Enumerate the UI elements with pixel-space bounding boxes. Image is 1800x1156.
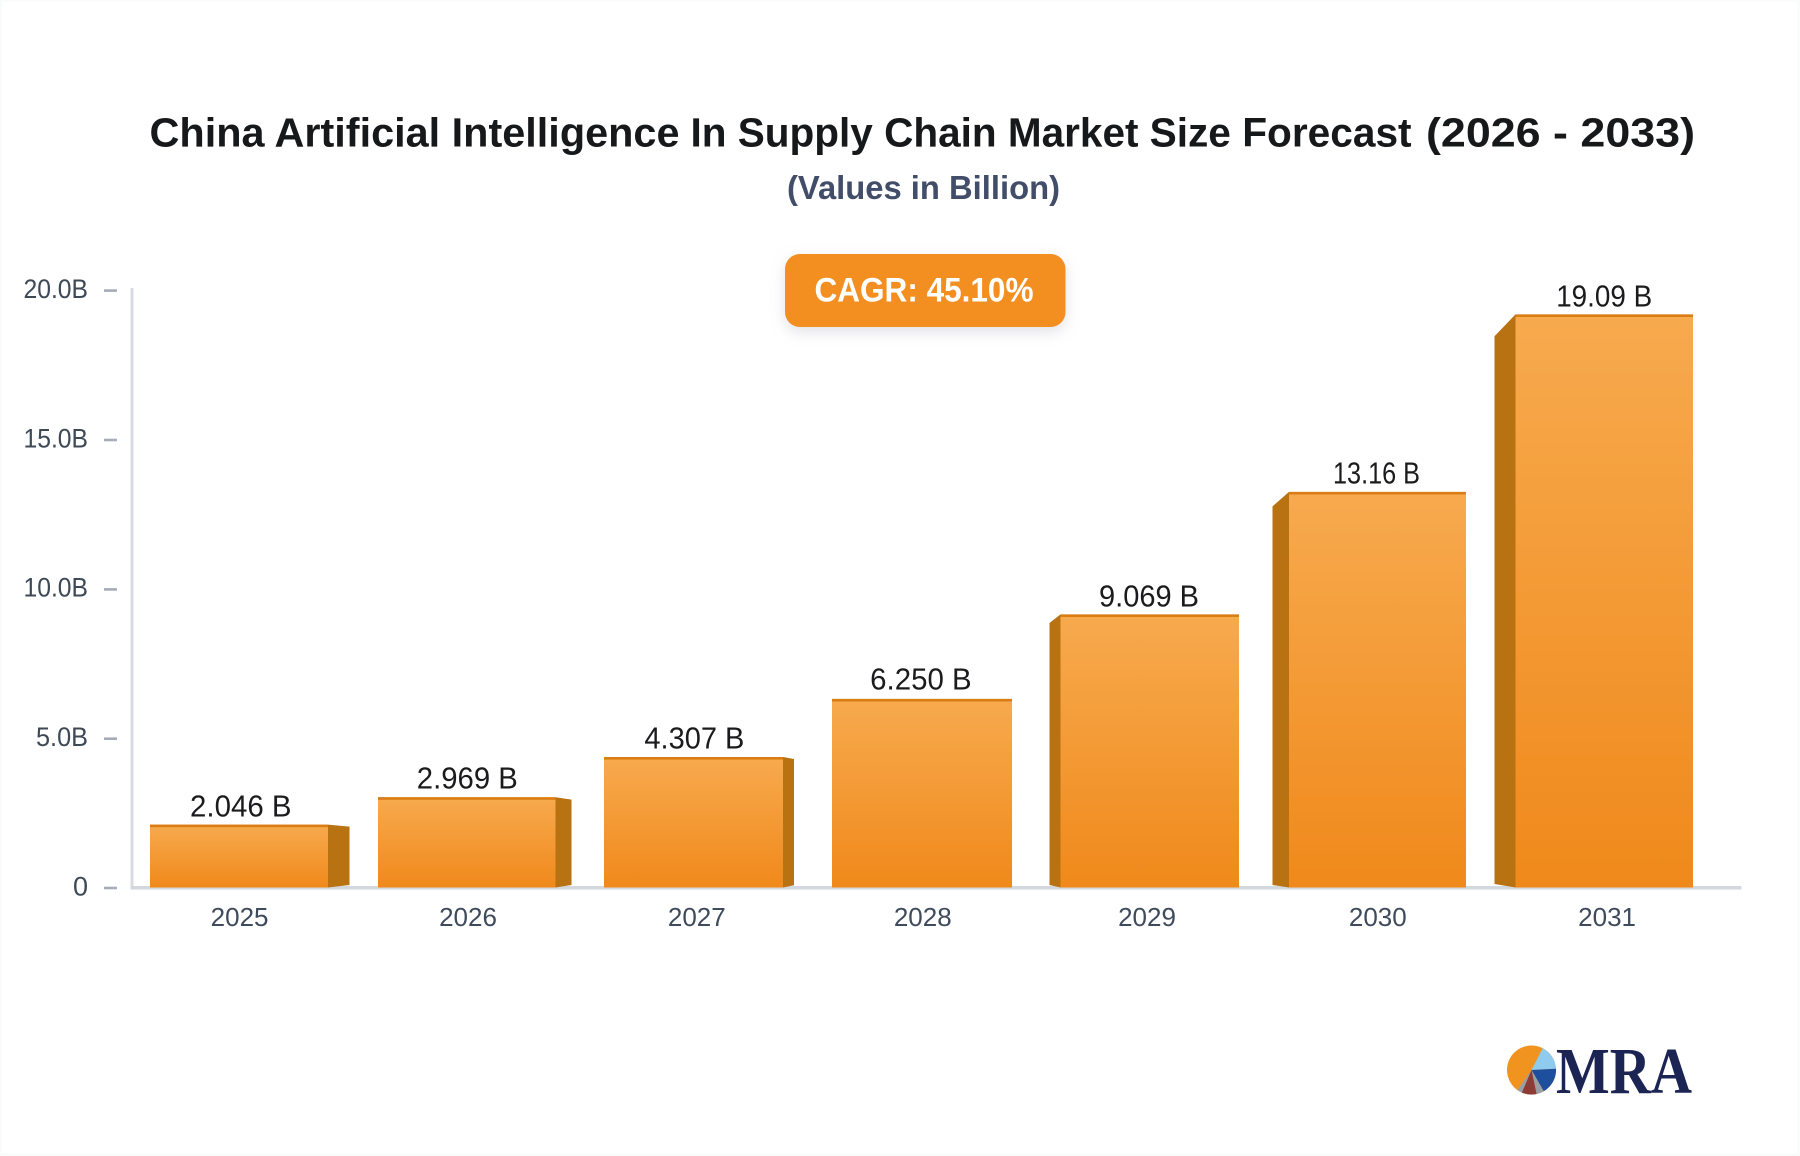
- svg-text:2031: 2031: [1578, 902, 1636, 932]
- svg-text:15.0B: 15.0B: [24, 423, 89, 453]
- svg-text:(Values in Billion): (Values in Billion): [787, 169, 1060, 206]
- svg-text:2028: 2028: [894, 902, 952, 932]
- svg-text:6.250 B: 6.250 B: [870, 662, 972, 697]
- svg-text:2.969 B: 2.969 B: [417, 760, 518, 795]
- svg-text:2027: 2027: [668, 902, 726, 932]
- svg-text:9.069 B: 9.069 B: [1099, 579, 1199, 614]
- svg-text:13.16 B: 13.16 B: [1333, 456, 1420, 491]
- svg-text:2030: 2030: [1349, 902, 1407, 932]
- svg-text:2029: 2029: [1118, 902, 1176, 932]
- svg-text:2026: 2026: [439, 902, 497, 932]
- svg-text:2025: 2025: [211, 902, 269, 932]
- svg-text:0: 0: [73, 871, 88, 901]
- svg-text:5.0B: 5.0B: [36, 722, 88, 752]
- svg-text:10.0B: 10.0B: [24, 573, 89, 603]
- svg-text:2.046 B: 2.046 B: [190, 789, 292, 824]
- svg-text:4.307 B: 4.307 B: [644, 720, 744, 755]
- svg-text:CAGR: 45.10%: CAGR: 45.10%: [815, 272, 1034, 310]
- svg-text:19.09 B: 19.09 B: [1556, 279, 1652, 314]
- svg-text:20.0B: 20.0B: [24, 274, 89, 304]
- svg-text:MRA: MRA: [1556, 1035, 1692, 1108]
